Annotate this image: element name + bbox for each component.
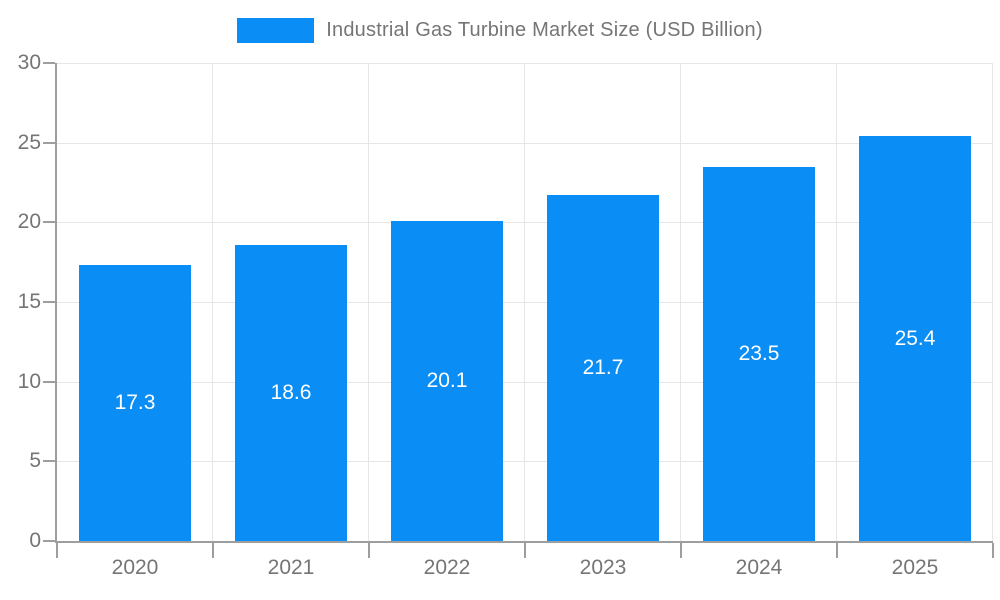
x-tick-mark xyxy=(56,543,58,558)
x-tick-mark xyxy=(212,543,214,558)
bar-value-label: 18.6 xyxy=(270,380,312,404)
bar-value-label: 20.1 xyxy=(426,368,468,392)
x-tick-label: 2023 xyxy=(579,556,627,579)
y-tick-mark xyxy=(43,540,55,542)
v-gridline xyxy=(836,63,837,541)
bar-value-label: 25.4 xyxy=(894,326,936,350)
bar: 21.7 xyxy=(547,195,659,541)
x-tick-label: 2024 xyxy=(735,556,783,579)
y-tick-label: 5 xyxy=(29,449,41,473)
y-tick-label: 0 xyxy=(29,529,41,552)
x-tick-label: 2022 xyxy=(423,556,471,579)
x-axis-line xyxy=(55,541,993,543)
y-tick-mark xyxy=(43,141,55,144)
v-gridline xyxy=(680,63,681,541)
y-tick-mark xyxy=(43,62,55,64)
y-axis-line xyxy=(55,63,57,541)
y-tick-label: 15 xyxy=(17,290,41,313)
h-gridline xyxy=(57,461,993,463)
x-tick-label: 2021 xyxy=(267,556,315,579)
y-tick-mark xyxy=(43,301,55,303)
h-gridline xyxy=(57,302,993,303)
v-gridline xyxy=(992,63,993,541)
y-tick-mark xyxy=(43,380,55,383)
legend-swatch xyxy=(237,17,315,43)
v-gridline xyxy=(368,63,369,541)
y-tick-mark xyxy=(43,221,55,224)
x-tick-label: 2020 xyxy=(111,556,159,579)
bar-value-label: 17.3 xyxy=(114,391,156,415)
h-gridline xyxy=(57,222,993,224)
bar: 23.5 xyxy=(703,166,815,541)
chart-legend: Industrial Gas Turbine Market Size (USD … xyxy=(0,12,1000,48)
h-gridline xyxy=(57,142,993,144)
x-tick-mark xyxy=(680,543,682,558)
bar-value-label: 23.5 xyxy=(738,341,780,365)
bar: 17.3 xyxy=(79,265,191,541)
h-gridline xyxy=(57,63,993,64)
legend-label: Industrial Gas Turbine Market Size (USD … xyxy=(326,18,763,41)
y-tick-label: 10 xyxy=(17,369,41,393)
x-tick-mark xyxy=(368,543,370,558)
x-tick-mark xyxy=(836,543,838,558)
bar: 20.1 xyxy=(391,220,503,541)
bar: 25.4 xyxy=(859,136,971,541)
v-gridline xyxy=(524,63,525,541)
v-gridline xyxy=(212,63,213,541)
plot-area: 17.3 18.6 20.1 21.7 23.5 25.4 xyxy=(43,62,994,558)
h-gridline xyxy=(57,381,993,383)
y-tick-label: 30 xyxy=(17,51,41,74)
x-tick-mark xyxy=(524,543,526,558)
y-tick-label: 20 xyxy=(17,210,41,234)
bar-value-label: 21.7 xyxy=(582,356,624,380)
y-tick-label: 25 xyxy=(17,130,41,154)
bar: 18.6 xyxy=(235,244,347,541)
y-tick-mark xyxy=(43,460,55,463)
x-tick-mark xyxy=(992,543,994,558)
x-tick-label: 2025 xyxy=(891,556,939,579)
